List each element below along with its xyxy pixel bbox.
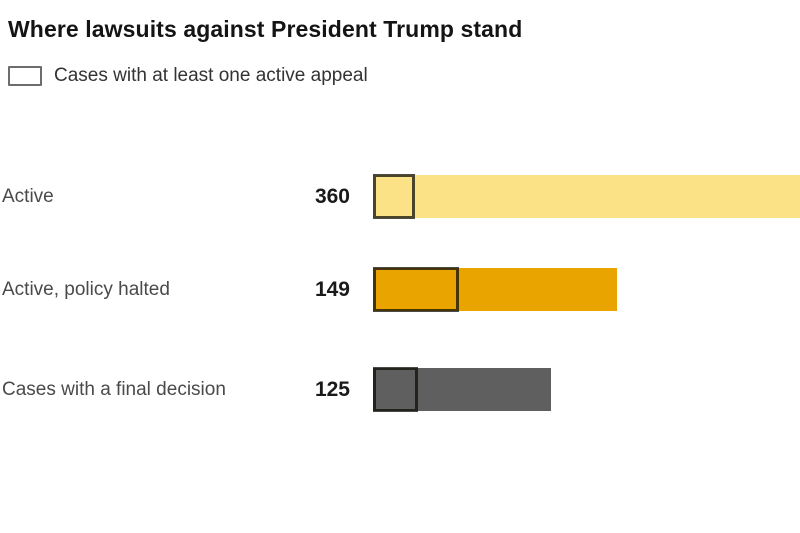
chart-title: Where lawsuits against President Trump s… xyxy=(8,16,523,42)
bar-fill xyxy=(373,368,551,411)
chart-row: Active 360 xyxy=(0,174,800,219)
bar-fill xyxy=(373,268,617,311)
bar-label: Cases with a final decision xyxy=(2,379,226,400)
bar-label: Active xyxy=(2,186,54,207)
bar-value: 360 xyxy=(314,185,350,208)
legend-label: Cases with at least one active appeal xyxy=(54,65,368,86)
bar-label: Active, policy halted xyxy=(2,279,170,300)
appeal-overlay-box xyxy=(373,367,418,412)
chart-row: Cases with a final decision 125 xyxy=(0,367,800,412)
bar-fill xyxy=(373,175,800,218)
appeal-overlay-box xyxy=(373,267,459,312)
legend: Cases with at least one active appeal xyxy=(8,65,368,87)
bar-value: 149 xyxy=(314,278,350,301)
appeal-overlay-box xyxy=(373,174,415,219)
chart-row: Active, policy halted 149 xyxy=(0,267,800,312)
legend-outlined-box-swatch xyxy=(8,66,42,86)
bar-value: 125 xyxy=(314,378,350,401)
